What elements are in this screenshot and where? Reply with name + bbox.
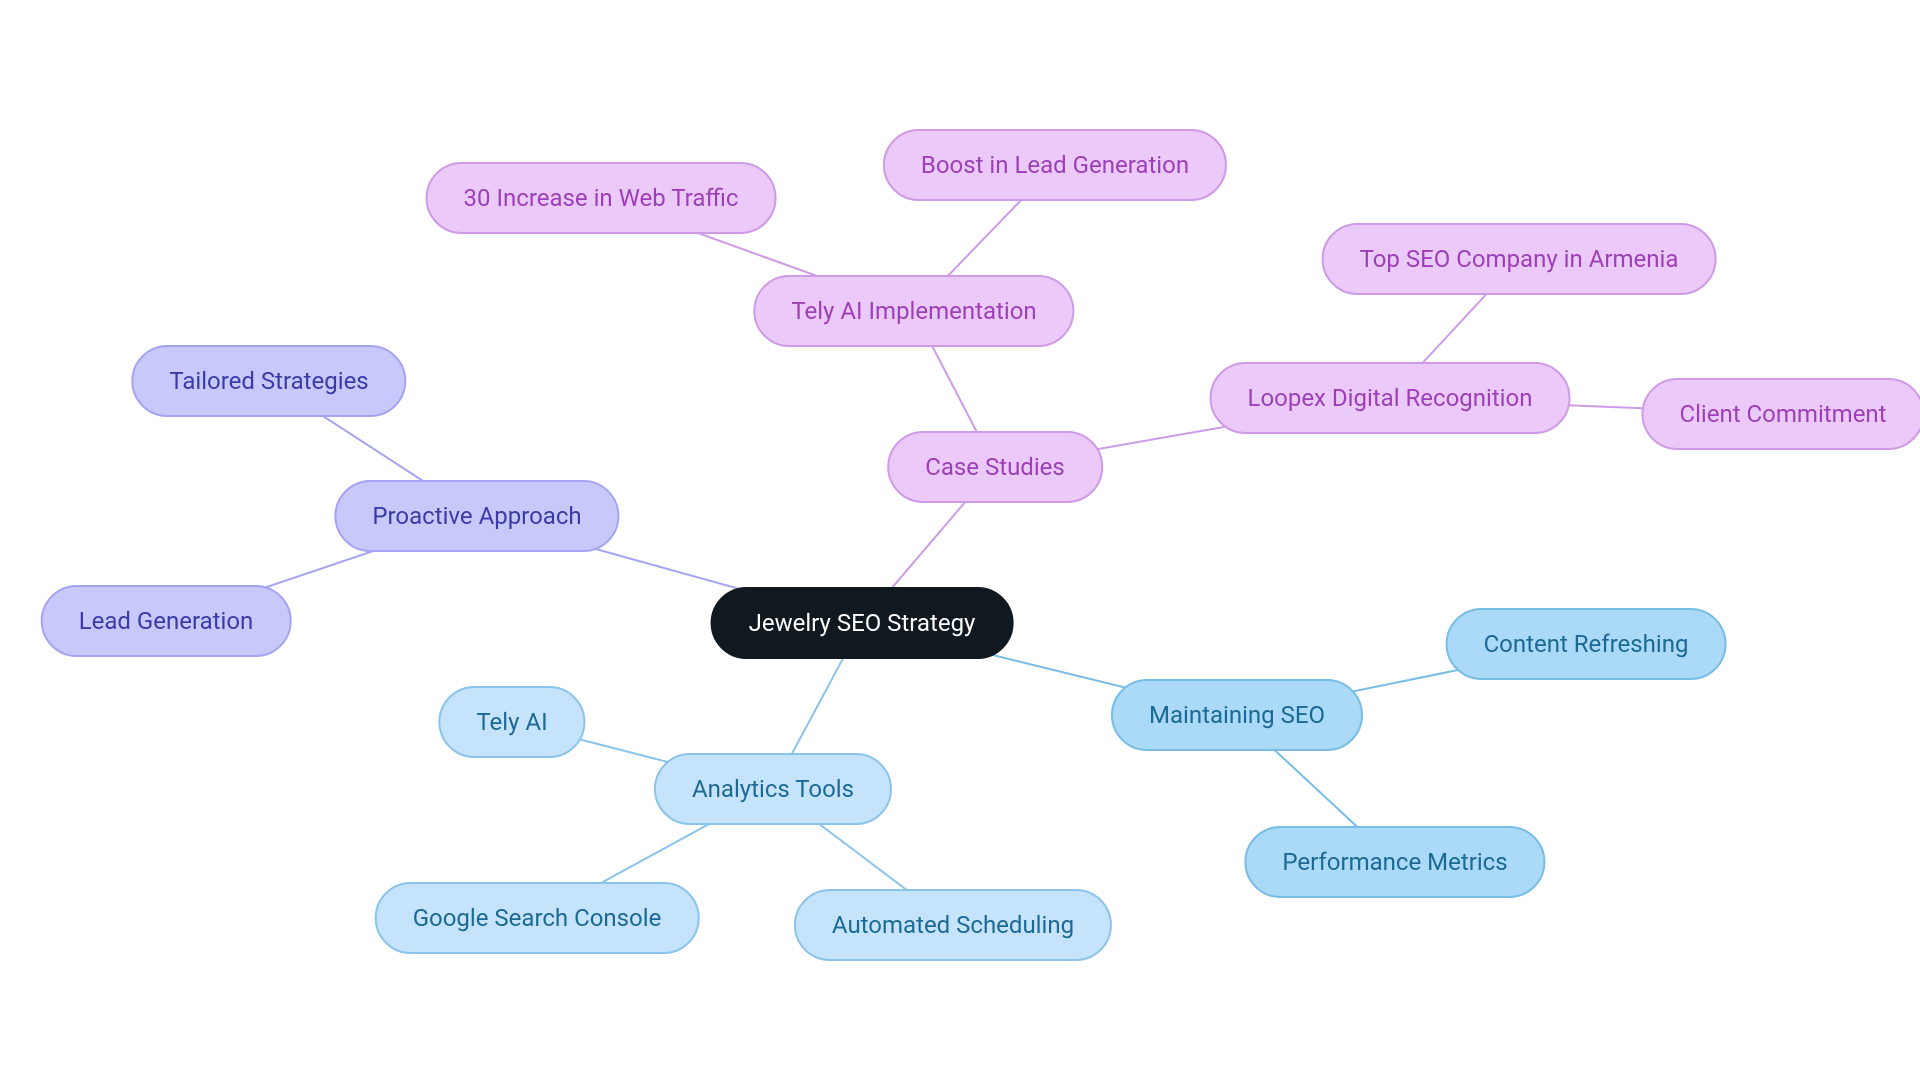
- mindmap-node: Performance Metrics: [1244, 826, 1545, 898]
- mindmap-node: Top SEO Company in Armenia: [1322, 223, 1717, 295]
- mindmap-canvas: Jewelry SEO Strategy Proactive Approach Ta…: [0, 0, 1920, 1083]
- mindmap-node: Case Studies: [887, 431, 1103, 503]
- mindmap-node: Tailored Strategies: [131, 345, 406, 417]
- mindmap-node: Analytics Tools: [654, 753, 892, 825]
- mindmap-node: Loopex Digital Recognition: [1210, 362, 1571, 434]
- mindmap-node: Google Search Console: [375, 882, 700, 954]
- mindmap-node: Tely AI: [438, 686, 585, 758]
- mindmap-node: Boost in Lead Generation: [883, 129, 1227, 201]
- mindmap-node: Content Refreshing: [1446, 608, 1727, 680]
- mindmap-node: Automated Scheduling: [794, 889, 1112, 961]
- mindmap-node: Maintaining SEO: [1111, 679, 1363, 751]
- mindmap-node: 30 Increase in Web Traffic: [426, 162, 777, 234]
- mindmap-node: Proactive Approach: [334, 480, 619, 552]
- mindmap-node: Lead Generation: [41, 585, 292, 657]
- mindmap-node: Jewelry SEO Strategy: [711, 587, 1014, 659]
- mindmap-node: Client Commitment: [1641, 378, 1920, 450]
- mindmap-node: Tely AI Implementation: [753, 275, 1074, 347]
